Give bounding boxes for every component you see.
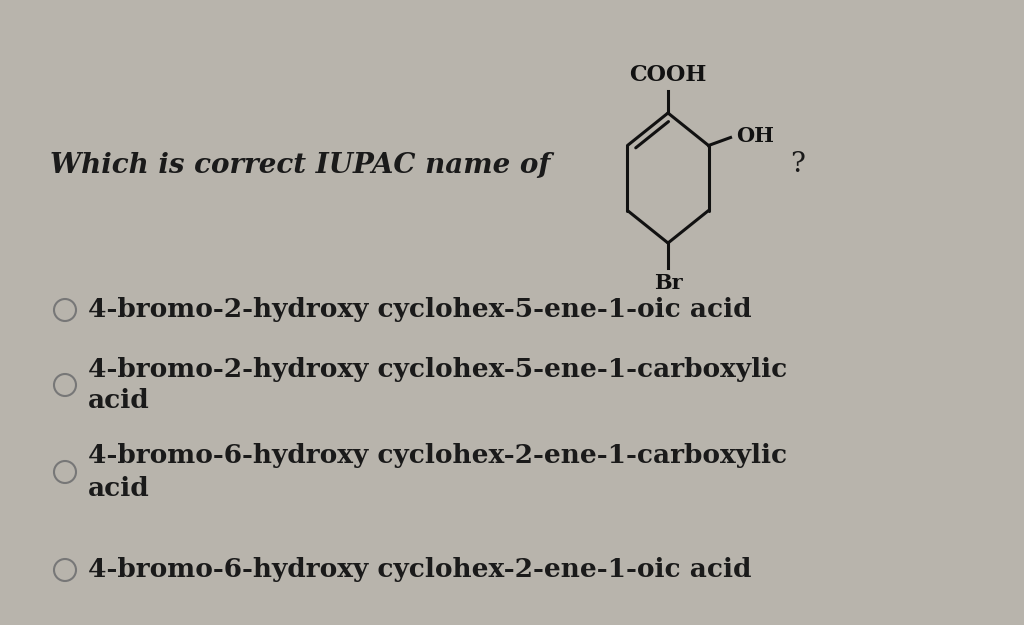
- Text: 4-bromo-6-hydroxy cyclohex-2-ene-1-carboxylic
acid: 4-bromo-6-hydroxy cyclohex-2-ene-1-carbo…: [88, 444, 787, 501]
- Text: COOH: COOH: [630, 64, 707, 86]
- Text: 4-bromo-6-hydroxy cyclohex-2-ene-1-oic acid: 4-bromo-6-hydroxy cyclohex-2-ene-1-oic a…: [88, 558, 752, 582]
- Text: 4-bromo-2-hydroxy cyclohex-5-ene-1-carboxylic
acid: 4-bromo-2-hydroxy cyclohex-5-ene-1-carbo…: [88, 356, 787, 414]
- Text: Which is correct IUPAC name of: Which is correct IUPAC name of: [50, 151, 550, 179]
- Text: Br: Br: [653, 273, 682, 293]
- Text: 4-bromo-2-hydroxy cyclohex-5-ene-1-oic acid: 4-bromo-2-hydroxy cyclohex-5-ene-1-oic a…: [88, 298, 752, 322]
- Text: OH: OH: [736, 126, 774, 146]
- Text: ?: ?: [790, 151, 805, 179]
